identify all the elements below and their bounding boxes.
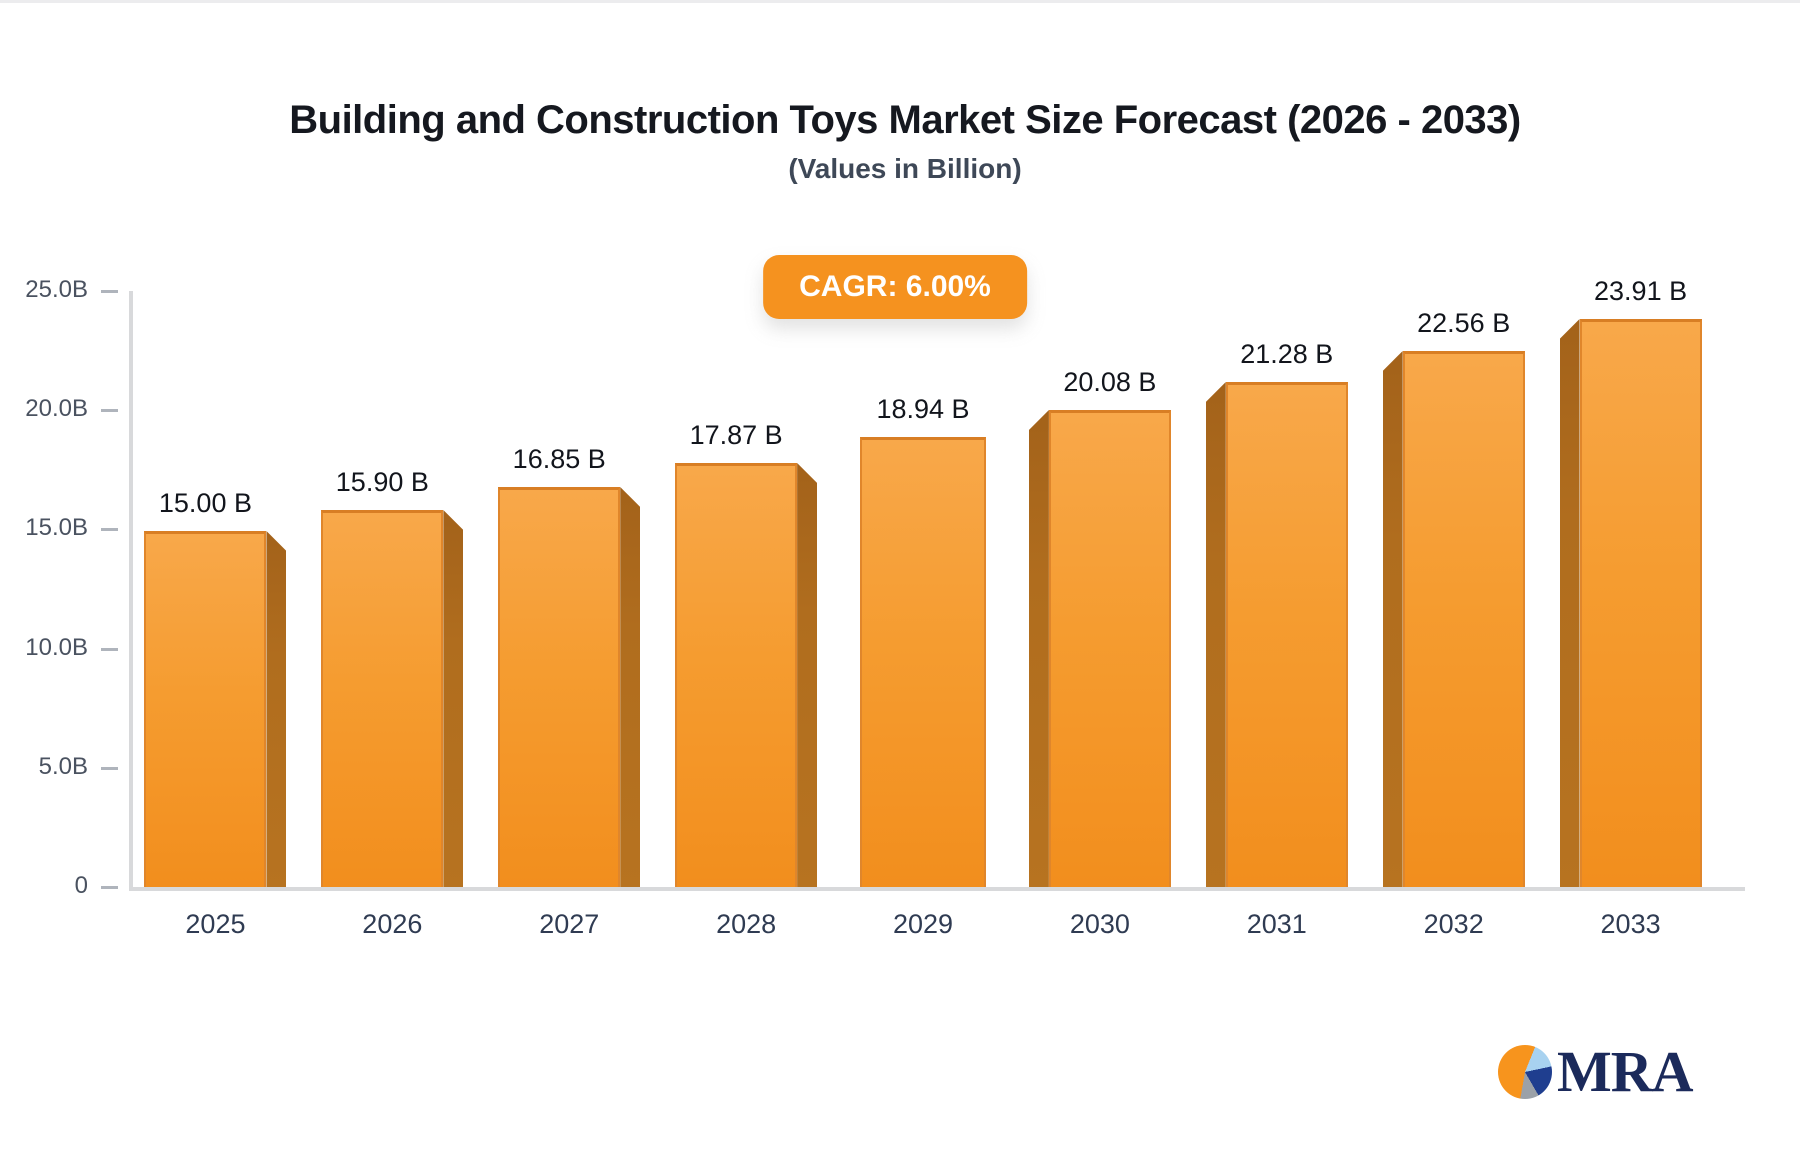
y-tick-mark <box>101 886 118 889</box>
x-tick-label-2027: 2027 <box>539 909 600 939</box>
y-tick-label: 10.0B <box>25 633 88 661</box>
y-tick-label: 15.0B <box>25 514 88 542</box>
x-tick-label-2028: 2028 <box>716 909 777 939</box>
x-tick-label-2026: 2026 <box>362 909 423 939</box>
bar-2029[interactable]: 18.94 B <box>860 394 986 889</box>
bar-3d-side-2027 <box>620 487 641 889</box>
bar-slot-2030: 20.08 B <box>1011 293 1188 889</box>
bar-slot-2026: 15.90 B <box>304 293 481 889</box>
bar-3d-side-2030 <box>1028 410 1049 889</box>
y-tick-label: 20.0B <box>25 395 88 423</box>
bar-value-label: 16.85 B <box>512 444 606 474</box>
y-tick-mark <box>101 766 118 770</box>
bar-face-2026[interactable] <box>321 510 444 889</box>
bar-3d-side-2025 <box>266 531 287 889</box>
y-tick-mark <box>101 647 118 651</box>
bar-2032[interactable]: 22.56 B <box>1382 308 1525 889</box>
bar-3d-side-2033 <box>1559 319 1580 889</box>
bar-2026[interactable]: 15.90 B <box>321 467 464 889</box>
y-tick-mark <box>101 528 118 532</box>
bar-value-label: 15.00 B <box>158 488 252 518</box>
bar-face-2029[interactable] <box>860 437 986 889</box>
y-axis-line <box>129 291 133 889</box>
bar-face-2033[interactable] <box>1579 319 1702 889</box>
x-axis-line <box>129 887 1745 891</box>
bar-3d-side-2026 <box>443 510 464 889</box>
bar-3d-side-2031 <box>1205 382 1226 889</box>
bar-face-2030[interactable] <box>1048 410 1171 889</box>
x-tick-label-2030: 2030 <box>1069 909 1130 939</box>
bar-slot-2029: 18.94 B <box>835 293 1012 889</box>
cagr-badge: CAGR: 6.00% <box>763 255 1027 319</box>
bar-slot-2025: 15.00 B <box>127 293 304 889</box>
bar-slot-2031: 21.28 B <box>1188 293 1365 889</box>
bar-slot-2032: 22.56 B <box>1365 293 1542 889</box>
x-tick-label-2025: 2025 <box>185 909 246 939</box>
bar-value-label: 20.08 B <box>1063 367 1157 397</box>
bar-value-label: 17.87 B <box>689 420 783 450</box>
bar-2031[interactable]: 21.28 B <box>1205 339 1348 889</box>
chart-subtitle: (Values in Billion) <box>788 153 1022 184</box>
pie-chart-logo-icon <box>1498 1045 1552 1099</box>
bar-slot-2033: 23.91 B <box>1542 276 1719 889</box>
bar-value-label: 21.28 B <box>1240 339 1334 369</box>
x-axis-labels: 2025 2026 2027 2028 2029 2030 2031 2032 2033 <box>127 909 1719 949</box>
bar-2025[interactable]: 15.00 B <box>144 488 287 889</box>
bar-2033[interactable]: 23.91 B <box>1559 276 1702 889</box>
x-tick-label-2029: 2029 <box>892 909 954 939</box>
bar-3d-side-2032 <box>1382 351 1403 889</box>
bar-2027[interactable]: 16.85 B <box>498 444 641 889</box>
bar-3d-side-2028 <box>797 463 818 889</box>
chart-title: Building and Construction Toys Market Si… <box>289 98 1521 142</box>
bar-face-2031[interactable] <box>1225 382 1348 889</box>
y-tick-label: 5.0B <box>38 752 88 780</box>
y-tick-label: 0 <box>74 872 88 899</box>
y-tick-mark <box>101 409 118 413</box>
bar-value-label: 23.91 B <box>1594 276 1688 306</box>
bar-series: 15.00 B 15.90 B 16.85 B 17.87 B 18.94 B 20.08… <box>127 276 1719 889</box>
bar-face-2025[interactable] <box>144 531 267 889</box>
bar-face-2028[interactable] <box>675 463 798 889</box>
brand-logo-text: MRA <box>1557 1039 1694 1104</box>
brand-logo: MRA <box>1498 1039 1694 1104</box>
bar-face-2032[interactable] <box>1402 351 1525 889</box>
bar-value-label: 22.56 B <box>1417 308 1511 338</box>
bar-slot-2027: 16.85 B <box>481 293 658 889</box>
y-tick-mark <box>101 290 118 293</box>
x-tick-label-2031: 2031 <box>1246 909 1307 939</box>
bar-face-2027[interactable] <box>498 487 621 889</box>
x-tick-label-2033: 2033 <box>1600 909 1661 939</box>
bar-value-label: 18.94 B <box>876 394 970 424</box>
y-tick-label: 25.0B <box>25 276 88 303</box>
bar-2028[interactable]: 17.87 B <box>675 420 818 889</box>
x-tick-label-2032: 2032 <box>1423 909 1484 939</box>
bar-2030[interactable]: 20.08 B <box>1028 367 1171 889</box>
bar-value-label: 15.90 B <box>335 467 429 497</box>
bar-slot-2028: 17.87 B <box>658 293 835 889</box>
